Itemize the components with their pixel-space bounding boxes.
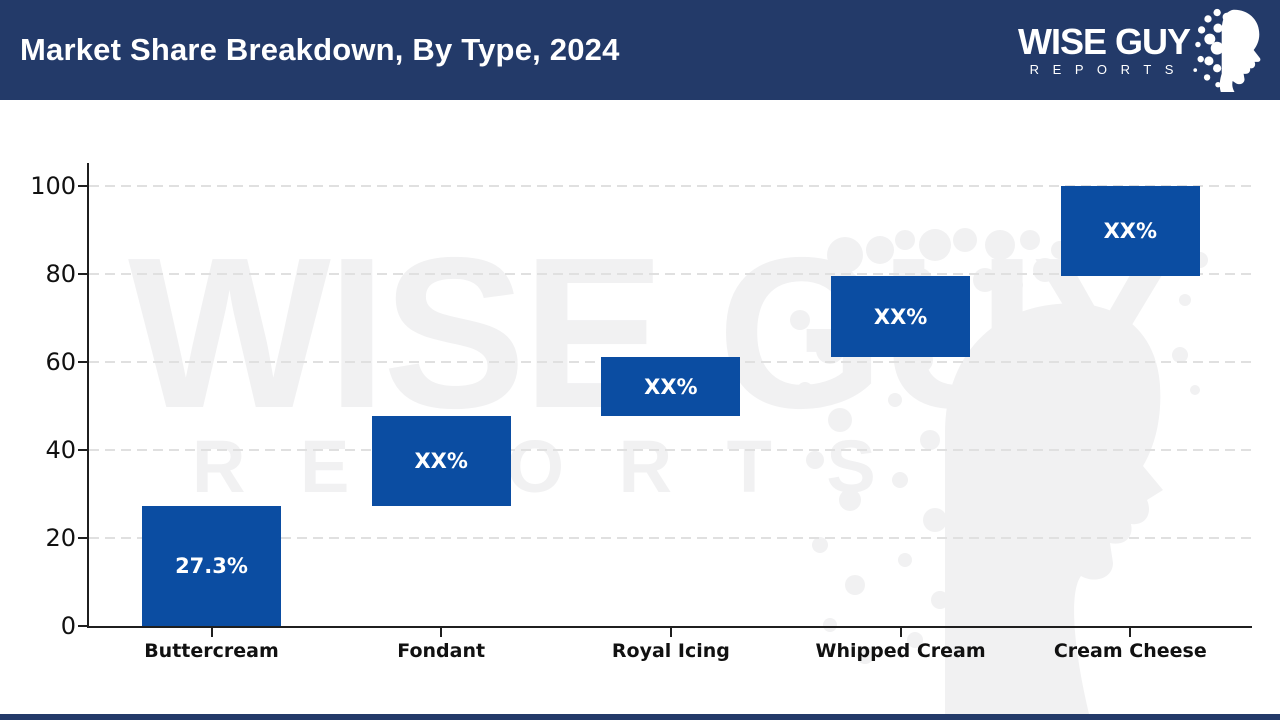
gridline-100 <box>89 185 1252 187</box>
y-tick-label-60: 60 <box>45 348 76 376</box>
bar-buttercream <box>142 505 281 626</box>
x-tick-cream-cheese <box>1129 628 1132 637</box>
gridline-40 <box>89 449 1252 451</box>
x-axis-label-whipped-cream: Whipped Cream <box>815 640 986 662</box>
gridline-20 <box>89 537 1252 539</box>
x-tick-royal-icing <box>669 628 672 637</box>
y-tick-label-80: 80 <box>45 260 76 288</box>
y-tick-40 <box>78 449 87 451</box>
bar-value-label-whipped-cream: XX% <box>873 304 928 329</box>
x-axis-line <box>87 626 1252 628</box>
x-tick-fondant <box>440 628 443 637</box>
bar-value-label-buttercream: 27.3% <box>175 553 248 578</box>
bar-cream-cheese <box>1060 186 1200 277</box>
y-tick-80 <box>78 273 87 275</box>
wiseguy-face-icon <box>1193 8 1261 92</box>
x-axis-label-fondant: Fondant <box>397 640 486 662</box>
y-tick-label-40: 40 <box>45 436 76 464</box>
y-tick-0 <box>78 625 87 627</box>
x-tick-buttercream <box>210 628 213 637</box>
footer-bar <box>0 714 1280 720</box>
x-axis-label-buttercream: Buttercream <box>144 640 279 662</box>
bar-whipped-cream <box>831 276 971 358</box>
header: Market Share Breakdown, By Type, 2024 WI… <box>0 0 1280 100</box>
logo-subtext: R E P O R T S <box>1029 62 1179 78</box>
x-axis-label-royal-icing: Royal Icing <box>611 640 730 662</box>
wiseguy-logo: WISE GUY R E P O R T S <box>1018 8 1266 92</box>
page-title: Market Share Breakdown, By Type, 2024 <box>20 32 620 67</box>
y-tick-label-0: 0 <box>60 612 76 640</box>
bar-royal-icing <box>601 357 741 417</box>
gridline-80 <box>89 273 1252 275</box>
bar-fondant <box>371 416 511 506</box>
y-axis-line <box>87 163 89 628</box>
bar-value-label-royal-icing: XX% <box>644 374 698 399</box>
y-tick-60 <box>78 361 87 363</box>
logo-text: WISE GUY R E P O R T S <box>1017 20 1191 78</box>
logo-wordmark: WISE GUY <box>1017 20 1191 62</box>
y-tick-20 <box>78 537 87 539</box>
x-tick-whipped-cream <box>899 628 902 637</box>
y-tick-label-20: 20 <box>45 524 76 552</box>
y-tick-label-100: 100 <box>30 172 76 200</box>
bar-value-label-fondant: XX% <box>414 449 468 473</box>
x-axis-label-cream-cheese: Cream Cheese <box>1053 640 1207 662</box>
watermark-subtext: R E P O R T S <box>192 425 893 508</box>
bar-value-label-cream-cheese: XX% <box>1103 219 1158 244</box>
y-tick-100 <box>78 185 87 187</box>
